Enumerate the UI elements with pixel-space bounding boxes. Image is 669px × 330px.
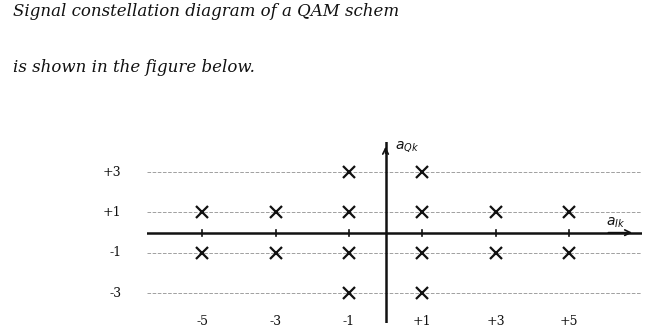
Text: is shown in the figure below.: is shown in the figure below. <box>13 59 256 77</box>
Text: +3: +3 <box>486 315 505 328</box>
Text: $a_{Ik}$: $a_{Ik}$ <box>605 215 625 230</box>
Text: $a_{Qk}$: $a_{Qk}$ <box>395 141 419 155</box>
Text: +1: +1 <box>413 315 432 328</box>
Text: -3: -3 <box>270 315 282 328</box>
Text: +1: +1 <box>103 206 122 219</box>
Text: -5: -5 <box>196 315 208 328</box>
Text: -1: -1 <box>343 315 355 328</box>
Text: -1: -1 <box>110 246 122 259</box>
Text: Signal constellation diagram of a QAM schem: Signal constellation diagram of a QAM sc… <box>13 3 399 20</box>
Text: +5: +5 <box>560 315 578 328</box>
Text: -3: -3 <box>110 287 122 300</box>
Text: +3: +3 <box>103 166 122 179</box>
